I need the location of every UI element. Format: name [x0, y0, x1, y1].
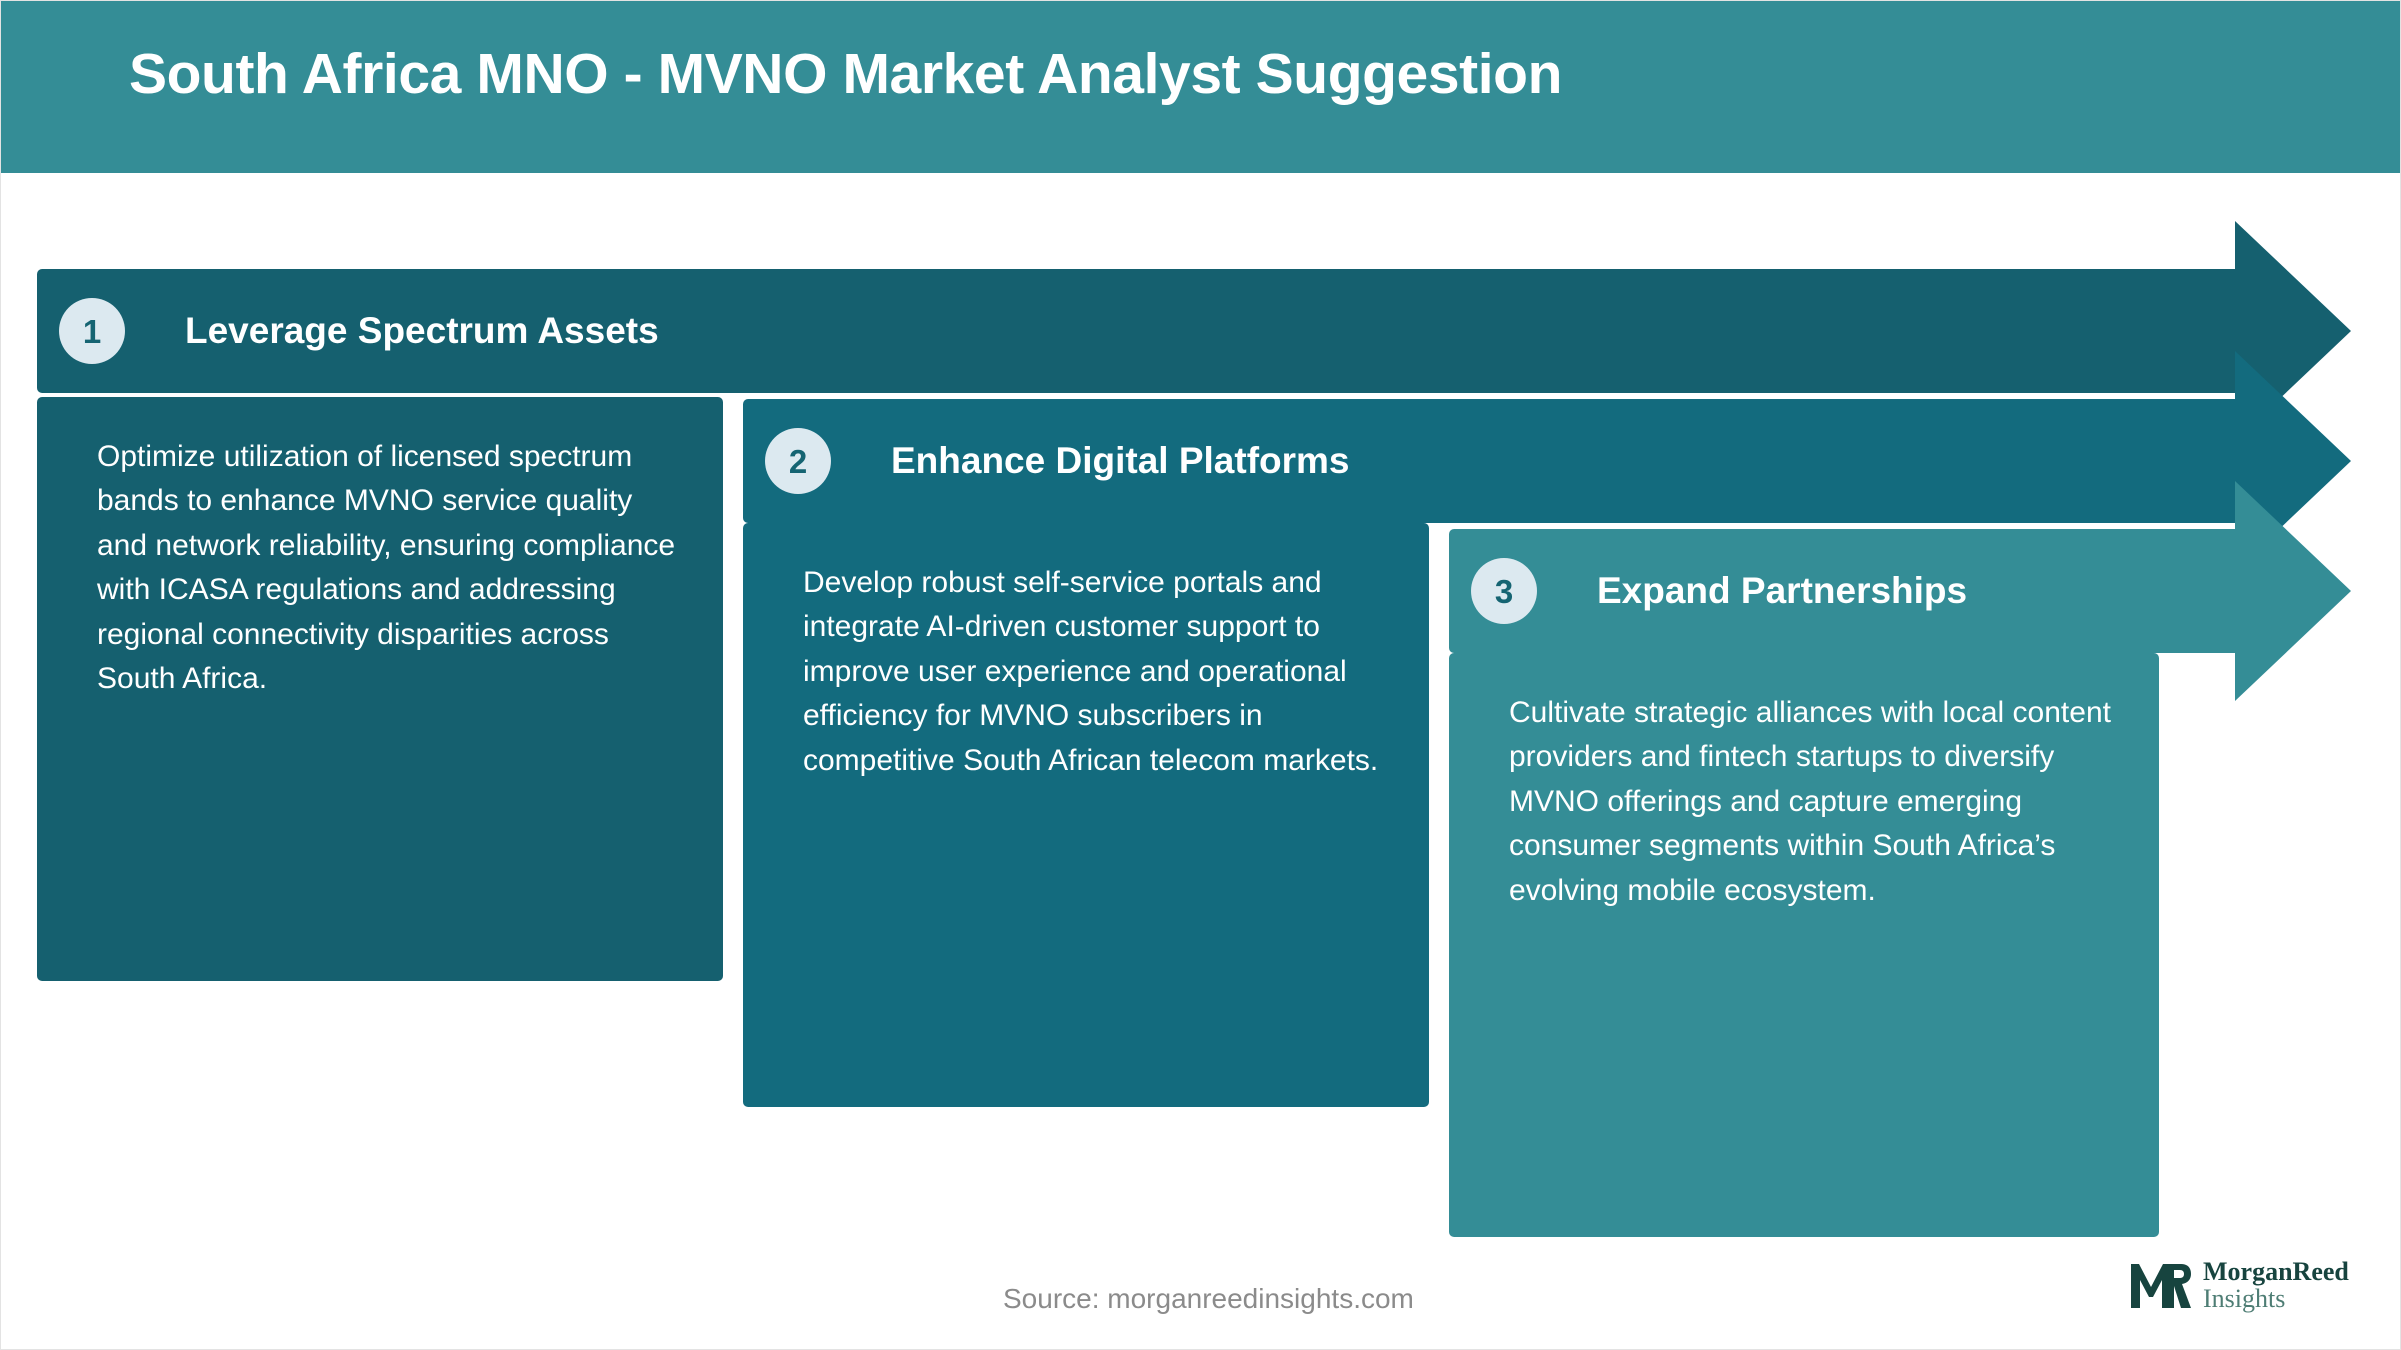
logo-secondary-text: Insights	[2203, 1283, 2286, 1313]
step-number-2: 2	[788, 442, 808, 480]
step-title-3: Expand Partnerships	[1597, 570, 1968, 611]
logo-wordmark: MorganReed Insights	[2203, 1257, 2349, 1313]
step-number-badge-3: 3	[1471, 558, 1537, 624]
step-title-2: Enhance Digital Platforms	[891, 440, 1350, 481]
step-card-1: Optimize utilization of licensed spectru…	[37, 397, 723, 981]
step-body-1: Optimize utilization of licensed spectru…	[97, 440, 676, 695]
step-card-2: Develop robust self-service portals and …	[743, 523, 1429, 1107]
header-bar: South Africa MNO - MVNO Market Analyst S…	[1, 1, 2400, 173]
step-band-2-body	[743, 399, 2225, 523]
step-number-badge-1: 1	[59, 298, 125, 364]
step-body-2: Develop robust self-service portals and …	[803, 566, 1379, 777]
arrowhead-icon-3	[2225, 481, 2351, 701]
brand-logo: MorganReed Insights	[2129, 1257, 2349, 1313]
logo-primary-text: MorganReed	[2203, 1257, 2349, 1286]
step-band-3[interactable]: 3 Expand Partnerships	[1449, 481, 2351, 701]
page-title: South Africa MNO - MVNO Market Analyst S…	[129, 42, 1562, 106]
step-band-1[interactable]: 1 Leverage Spectrum Assets	[37, 221, 2351, 441]
source-note: Source: morganreedinsights.com	[1003, 1283, 1414, 1314]
step-number-3: 3	[1494, 572, 1514, 610]
step-band-2[interactable]: 2 Enhance Digital Platforms	[743, 351, 2351, 571]
step-body-3: Cultivate strategic alliances with local…	[1509, 696, 2111, 907]
mr-monogram-icon	[2131, 1263, 2191, 1308]
step-card-3: Cultivate strategic alliances with local…	[1449, 653, 2159, 1237]
step-title-1: Leverage Spectrum Assets	[185, 310, 659, 351]
step-number-badge-2: 2	[765, 428, 831, 494]
step-number-1: 1	[82, 312, 102, 350]
step-band-1-body	[37, 269, 2225, 393]
step-band-3-body	[1449, 529, 2225, 653]
